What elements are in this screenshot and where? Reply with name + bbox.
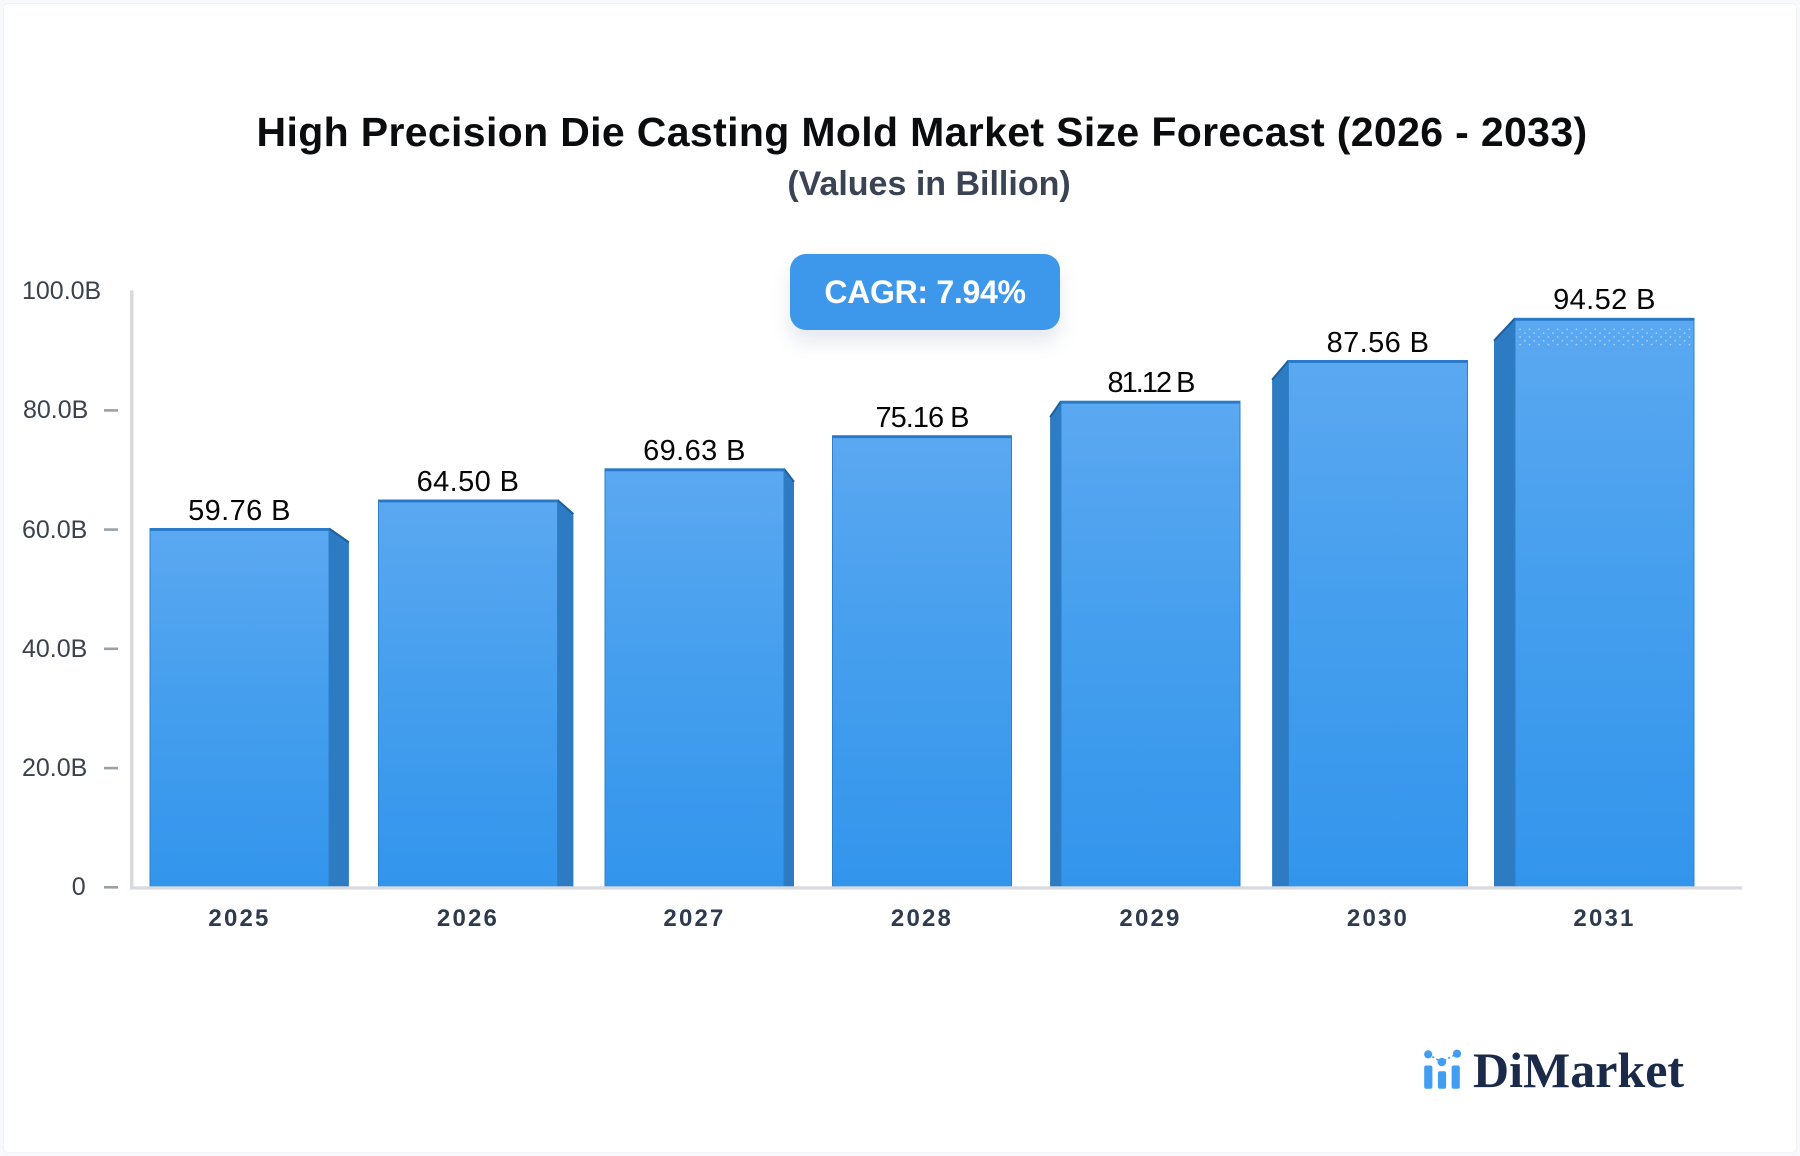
svg-text:DiMarket: DiMarket [1473,1042,1684,1098]
